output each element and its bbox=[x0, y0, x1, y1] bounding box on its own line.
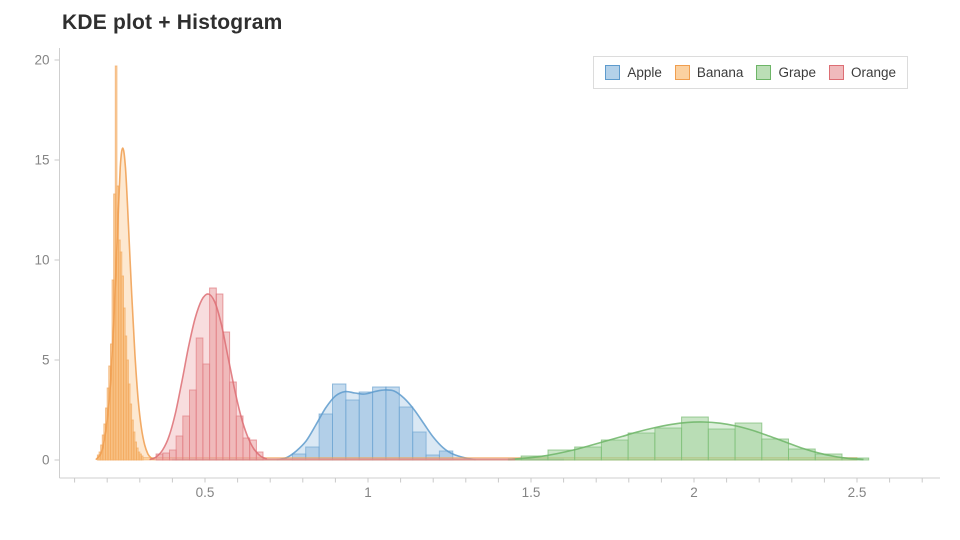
kde-line[interactable] bbox=[149, 293, 268, 461]
kde-line[interactable] bbox=[508, 421, 864, 461]
legend-label: Orange bbox=[850, 65, 896, 80]
series-orange bbox=[149, 287, 516, 461]
kde-area[interactable] bbox=[508, 421, 864, 460]
legend: Apple Banana Grape Orange bbox=[593, 56, 908, 89]
series-apple bbox=[171, 383, 564, 461]
histogram-bar[interactable] bbox=[681, 416, 709, 461]
y-tick-label: 20 bbox=[34, 53, 49, 68]
legend-item-apple[interactable]: Apple bbox=[605, 65, 662, 80]
x-tick-label: 0.5 bbox=[196, 485, 215, 500]
legend-item-grape[interactable]: Grape bbox=[756, 65, 816, 80]
histogram-bar[interactable] bbox=[654, 427, 683, 461]
legend-swatch-apple bbox=[605, 65, 621, 80]
legend-label: Grape bbox=[778, 65, 816, 80]
kde-line[interactable] bbox=[95, 147, 155, 461]
legend-swatch-orange bbox=[828, 65, 844, 80]
histogram-bar[interactable] bbox=[249, 439, 257, 461]
x-tick-label: 1.5 bbox=[522, 485, 541, 500]
series-grape bbox=[507, 416, 870, 461]
kde-area[interactable] bbox=[149, 293, 267, 460]
legend-item-banana[interactable]: Banana bbox=[674, 65, 744, 80]
x-tick-label: 2 bbox=[690, 485, 698, 500]
histogram-bar[interactable] bbox=[707, 428, 736, 461]
legend-swatch-banana bbox=[674, 65, 690, 80]
legend-swatch-grape bbox=[756, 65, 772, 80]
kde-area[interactable] bbox=[95, 148, 155, 460]
legend-label: Banana bbox=[696, 65, 744, 80]
x-tick-label: 2.5 bbox=[848, 485, 867, 500]
y-tick-label: 0 bbox=[42, 453, 50, 468]
legend-label: Apple bbox=[627, 65, 662, 80]
x-tick-label: 1 bbox=[364, 485, 372, 500]
histogram-tail[interactable] bbox=[262, 458, 516, 461]
y-tick-label: 10 bbox=[34, 253, 49, 268]
y-tick-label: 15 bbox=[34, 153, 49, 168]
chart-title: KDE plot + Histogram bbox=[62, 11, 283, 34]
kde-line[interactable] bbox=[276, 389, 476, 461]
y-tick-label: 5 bbox=[42, 353, 50, 368]
legend-item-orange[interactable]: Orange bbox=[828, 65, 896, 80]
